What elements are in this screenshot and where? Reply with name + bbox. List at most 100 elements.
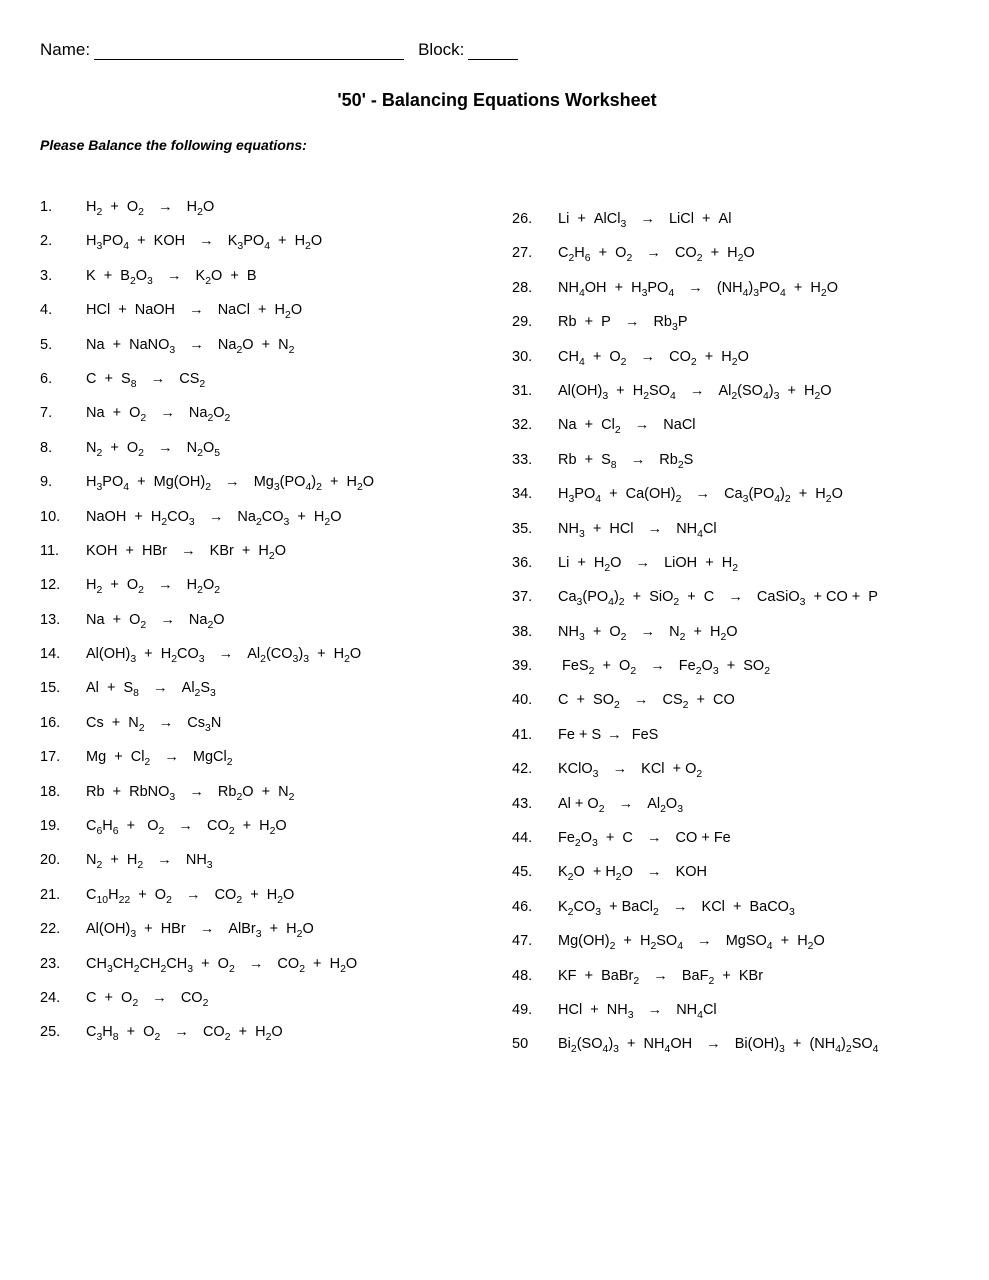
equation-number: 5.	[40, 337, 86, 354]
equation-row: 35.NH3 + HCl → NH4Cl	[512, 521, 954, 538]
equation-number: 41.	[512, 727, 558, 744]
equation-row: 10.NaOH + H2CO3 → Na2CO3 + H2O	[40, 509, 482, 526]
block-underline	[468, 42, 518, 60]
equation-row: 37.Ca3(PO4)2 + SiO2 + C → CaSiO3 + CO + …	[512, 589, 954, 606]
equation-body: Na + O2 → Na2O2	[86, 405, 230, 422]
equation-body: H2 + O2 → H2O2	[86, 577, 220, 594]
equation-number: 20.	[40, 852, 86, 869]
equation-number: 22.	[40, 921, 86, 938]
equation-row: 15.Al + S8 → Al2S3	[40, 680, 482, 697]
name-label: Name:	[40, 40, 90, 60]
equation-body: Al + S8 → Al2S3	[86, 680, 216, 697]
equation-row: 17.Mg + Cl2 → MgCl2	[40, 749, 482, 766]
equation-row: 25.C3H8 + O2 → CO2 + H2O	[40, 1024, 482, 1041]
equation-number: 24.	[40, 990, 86, 1007]
equation-body: Li + AlCl3 → LiCl + Al	[558, 211, 731, 228]
equation-row: 13.Na + O2 → Na2O	[40, 612, 482, 629]
equation-number: 19.	[40, 818, 86, 835]
equation-body: Al(OH)3 + H2CO3 → Al2(CO3)3 + H2O	[86, 646, 361, 663]
header-row: Name: Block:	[40, 40, 954, 60]
equation-body: KOH + HBr → KBr + H2O	[86, 543, 286, 560]
equation-body: KF + BaBr2 → BaF2 + KBr	[558, 968, 763, 985]
equation-body: NH3 + O2 → N2 + H2O	[558, 624, 738, 641]
equation-body: HCl + NaOH → NaCl + H2O	[86, 302, 302, 319]
equation-row: 14.Al(OH)3 + H2CO3 → Al2(CO3)3 + H2O	[40, 646, 482, 663]
equation-row: 42.KClO3 → KCl + O2	[512, 761, 954, 778]
equation-row: 39. FeS2 + O2 → Fe2O3 + SO2	[512, 658, 954, 675]
equation-row: 7.Na + O2 → Na2O2	[40, 405, 482, 422]
equation-number: 37.	[512, 589, 558, 606]
equation-number: 13.	[40, 612, 86, 629]
equation-row: 50Bi2(SO4)3 + NH4OH → Bi(OH)3 + (NH4)2SO…	[512, 1036, 954, 1053]
equation-row: 8.N2 + O2 → N2O5	[40, 440, 482, 457]
equation-row: 29.Rb + P → Rb3P	[512, 314, 954, 331]
equation-number: 16.	[40, 715, 86, 732]
equation-number: 27.	[512, 245, 558, 262]
equation-body: C6H6 + O2 → CO2 + H2O	[86, 818, 287, 835]
equation-body: K2CO3 + BaCl2 → KCl + BaCO3	[558, 899, 795, 916]
equation-number: 39.	[512, 658, 558, 675]
equation-body: Cs + N2 → Cs3N	[86, 715, 221, 732]
block-field: Block:	[418, 40, 518, 60]
equation-body: H3PO4 + Mg(OH)2 → Mg3(PO4)2 + H2O	[86, 474, 374, 491]
equation-row: 9.H3PO4 + Mg(OH)2 → Mg3(PO4)2 + H2O	[40, 474, 482, 491]
equation-number: 26.	[512, 211, 558, 228]
equation-body: Fe + S → FeS	[558, 727, 658, 744]
equation-body: C10H22 + O2 → CO2 + H2O	[86, 887, 294, 904]
equation-number: 17.	[40, 749, 86, 766]
equation-number: 1.	[40, 199, 86, 216]
equation-body: H3PO4 + Ca(OH)2 → Ca3(PO4)2 + H2O	[558, 486, 843, 503]
equation-body: Rb + RbNO3 → Rb2O + N2	[86, 784, 294, 801]
equation-number: 14.	[40, 646, 86, 663]
equation-body: Mg(OH)2 + H2SO4 → MgSO4 + H2O	[558, 933, 825, 950]
equation-body: Na + Cl2 → NaCl	[558, 417, 696, 434]
name-underline	[94, 42, 404, 60]
equation-body: Rb + P → Rb3P	[558, 314, 687, 331]
equation-body: N2 + H2 → NH3	[86, 852, 213, 869]
equation-number: 12.	[40, 577, 86, 594]
equation-body: NH3 + HCl → NH4Cl	[558, 521, 717, 538]
equation-body: Na + O2 → Na2O	[86, 612, 225, 629]
instructions: Please Balance the following equations:	[40, 137, 954, 153]
equation-body: H2 + O2 → H2O	[86, 199, 214, 216]
equation-body: NH4OH + H3PO4 → (NH4)3PO4 + H2O	[558, 280, 838, 297]
equation-number: 3.	[40, 268, 86, 285]
equation-number: 23.	[40, 956, 86, 973]
equation-number: 9.	[40, 474, 86, 491]
equation-row: 41.Fe + S → FeS	[512, 727, 954, 744]
equation-number: 11.	[40, 543, 86, 560]
equation-row: 45.K2O + H2O → KOH	[512, 864, 954, 881]
equation-body: Al(OH)3 + HBr → AlBr3 + H2O	[86, 921, 314, 938]
equation-body: H3PO4 + KOH → K3PO4 + H2O	[86, 233, 322, 250]
equation-body: Ca3(PO4)2 + SiO2 + C → CaSiO3 + CO + P	[558, 589, 878, 606]
equation-row: 26.Li + AlCl3 → LiCl + Al	[512, 211, 954, 228]
equation-number: 48.	[512, 968, 558, 985]
equation-number: 31.	[512, 383, 558, 400]
equation-row: 16.Cs + N2 → Cs3N	[40, 715, 482, 732]
equation-row: 4.HCl + NaOH → NaCl + H2O	[40, 302, 482, 319]
equation-row: 46.K2CO3 + BaCl2 → KCl + BaCO3	[512, 899, 954, 916]
equation-row: 22.Al(OH)3 + HBr → AlBr3 + H2O	[40, 921, 482, 938]
equation-number: 32.	[512, 417, 558, 434]
equation-number: 49.	[512, 1002, 558, 1019]
equation-body: CH4 + O2 → CO2 + H2O	[558, 349, 749, 366]
equation-body: C + O2 → CO2	[86, 990, 208, 1007]
equation-body: KClO3 → KCl + O2	[558, 761, 702, 778]
equation-number: 18.	[40, 784, 86, 801]
equation-row: 49.HCl + NH3 → NH4Cl	[512, 1002, 954, 1019]
equation-row: 6.C + S8 → CS2	[40, 371, 482, 388]
equation-body: Li + H2O → LiOH + H2	[558, 555, 738, 572]
equation-row: 20.N2 + H2 → NH3	[40, 852, 482, 869]
equation-row: 36.Li + H2O → LiOH + H2	[512, 555, 954, 572]
equation-body: Fe2O3 + C → CO + Fe	[558, 830, 731, 847]
equation-body: Al(OH)3 + H2SO4 → Al2(SO4)3 + H2O	[558, 383, 832, 400]
equation-number: 7.	[40, 405, 86, 422]
equation-number: 36.	[512, 555, 558, 572]
equation-row: 5.Na + NaNO3 → Na2O + N2	[40, 337, 482, 354]
equation-number: 6.	[40, 371, 86, 388]
equation-body: Rb + S8 → Rb2S	[558, 452, 693, 469]
equation-number: 46.	[512, 899, 558, 916]
equation-row: 34.H3PO4 + Ca(OH)2 → Ca3(PO4)2 + H2O	[512, 486, 954, 503]
equation-row: 19.C6H6 + O2 → CO2 + H2O	[40, 818, 482, 835]
column-left: 1.H2 + O2 → H2O2.H3PO4 + KOH → K3PO4 + H…	[40, 199, 482, 1071]
